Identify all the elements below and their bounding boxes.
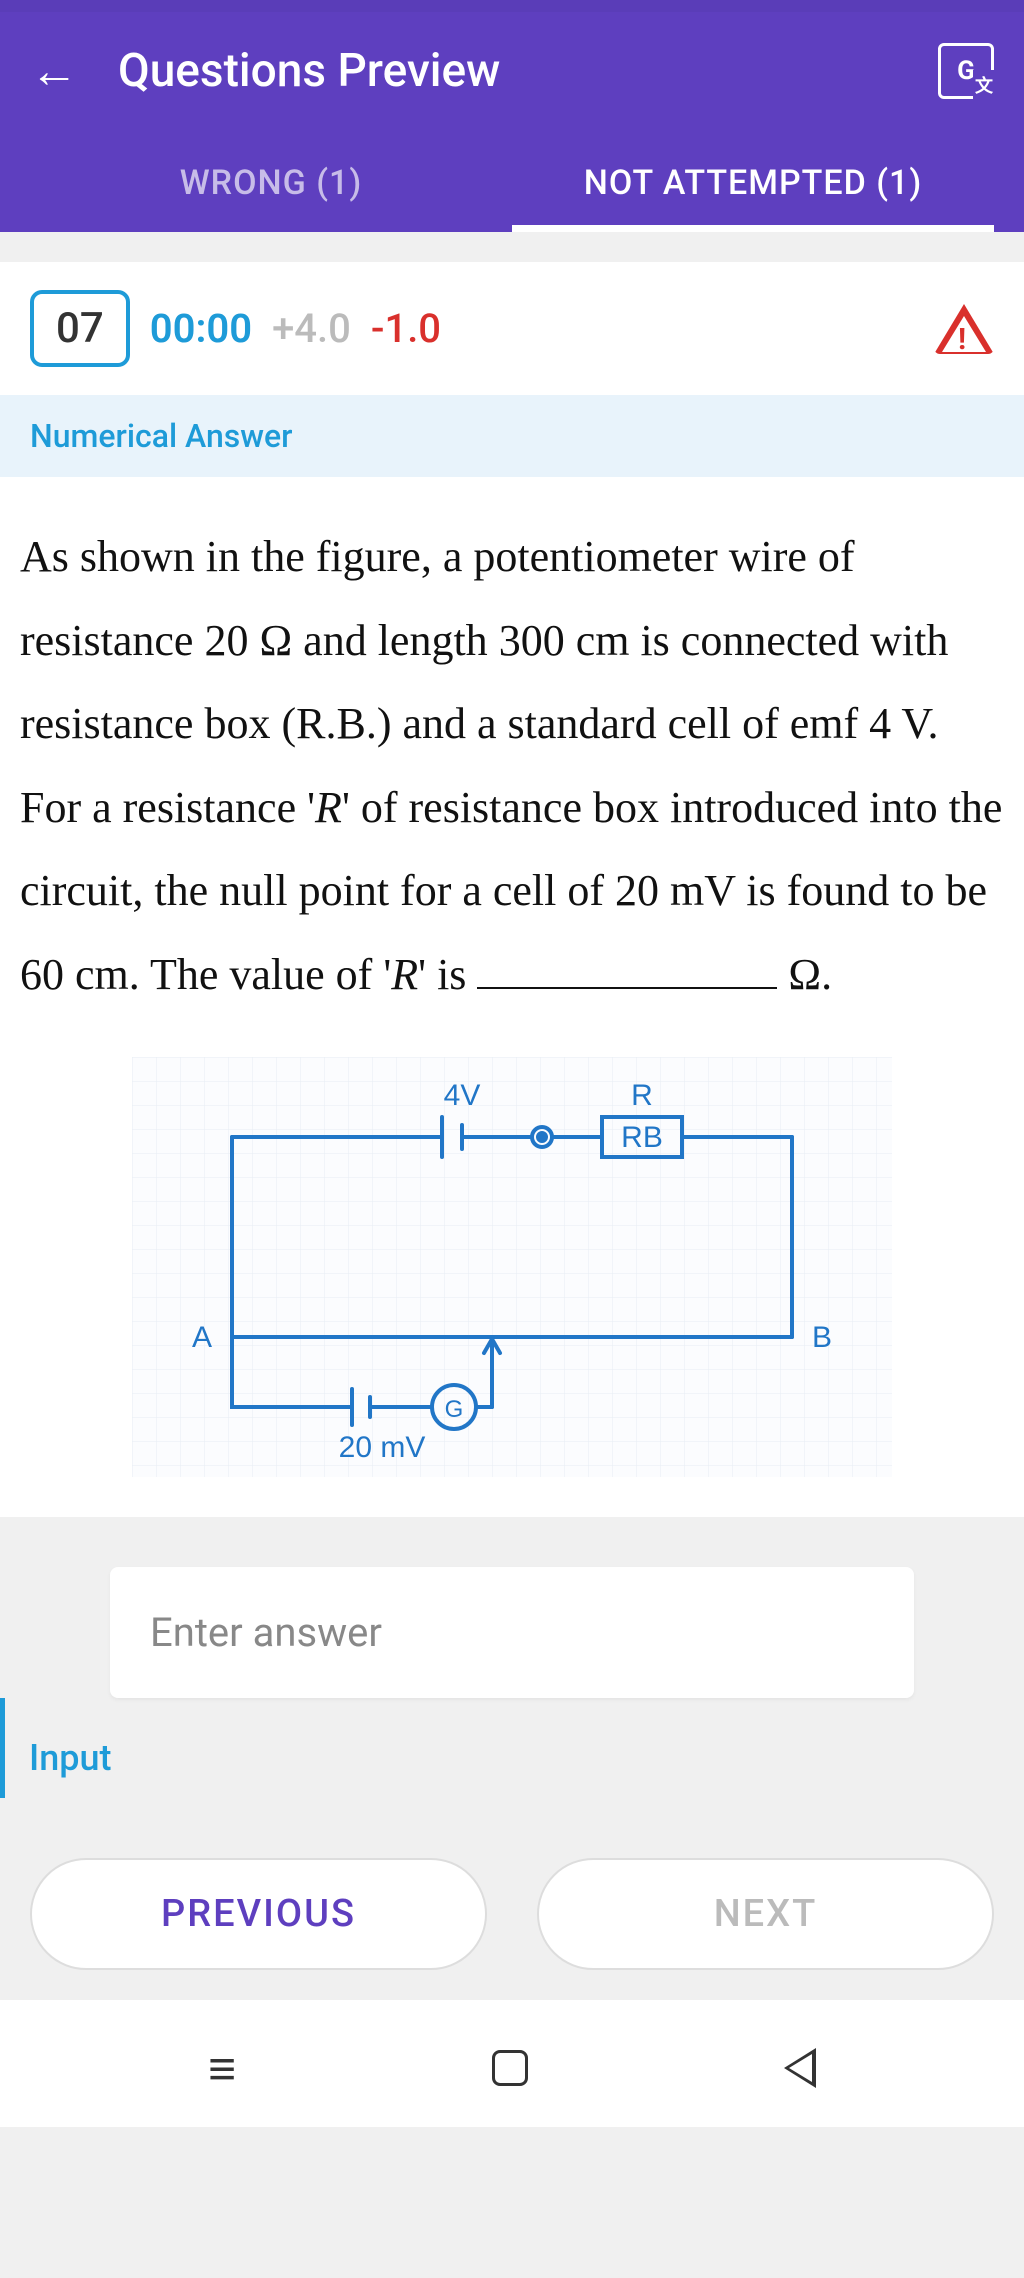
circuit-r-label: R [631, 1079, 653, 1112]
system-back-icon[interactable] [784, 2048, 816, 2088]
circuit-diagram-container: 4V RB R A B G 20 mV [0, 1047, 1024, 1517]
home-icon[interactable] [492, 2050, 528, 2086]
warning-icon[interactable] [934, 304, 994, 354]
answer-blank [477, 987, 777, 989]
question-value: 20 mV [615, 866, 735, 915]
question-unit: Ω. [788, 950, 832, 999]
question-text: As shown in the figure, a potentiometer … [0, 477, 1024, 1047]
question-segment: . The value of ' [129, 950, 391, 999]
answer-input[interactable]: Enter answer [110, 1567, 914, 1698]
question-segment: ' is [418, 950, 477, 999]
nav-buttons: PREVIOUS NEXT [0, 1818, 1024, 2000]
translate-icon[interactable]: G [938, 43, 994, 99]
tab-not-attempted[interactable]: NOT ATTEMPTED (1) [512, 149, 994, 232]
question-number-badge[interactable]: 07 [30, 290, 130, 367]
question-variable: R [391, 950, 418, 999]
question-value: 300 cm [499, 616, 630, 665]
circuit-rb-label: RB [621, 1121, 663, 1154]
question-value: 20 Ω [204, 616, 292, 665]
status-bar [0, 0, 1024, 12]
question-variable: R [315, 783, 342, 832]
app-header: ← Questions Preview G WRONG (1) NOT ATTE… [0, 12, 1024, 232]
timer-value: 00:00 [150, 305, 252, 352]
page-title: Questions Preview [118, 44, 898, 98]
question-value: 60 cm [20, 950, 129, 999]
question-value: 4 V [869, 699, 927, 748]
tab-bar: WRONG (1) NOT ATTEMPTED (1) [30, 149, 994, 232]
answer-type-label: Numerical Answer [0, 395, 1024, 477]
tab-wrong[interactable]: WRONG (1) [30, 149, 512, 232]
negative-marks: -1.0 [371, 305, 441, 352]
answer-section: Enter answer Input [0, 1517, 1024, 1818]
input-label: Input [0, 1698, 914, 1798]
recent-apps-icon[interactable]: ≡ [208, 2040, 236, 2097]
circuit-galvanometer-label: G [445, 1396, 464, 1423]
circuit-node-a: A [192, 1321, 212, 1354]
circuit-emf-label: 4V [444, 1079, 481, 1112]
circuit-cell2-label: 20 mV [339, 1431, 426, 1464]
question-segment: and length [292, 616, 499, 665]
question-segment: is found to be [735, 866, 987, 915]
circuit-diagram: 4V RB R A B G 20 mV [132, 1057, 892, 1477]
back-arrow-icon[interactable]: ← [30, 42, 78, 99]
question-meta-bar: 07 00:00 +4.0 -1.0 [0, 262, 1024, 395]
system-nav-bar: ≡ [0, 2000, 1024, 2127]
positive-marks: +4.0 [272, 305, 351, 352]
divider [0, 232, 1024, 262]
circuit-node-b: B [812, 1321, 832, 1354]
next-button[interactable]: NEXT [537, 1858, 994, 1970]
previous-button[interactable]: PREVIOUS [30, 1858, 487, 1970]
